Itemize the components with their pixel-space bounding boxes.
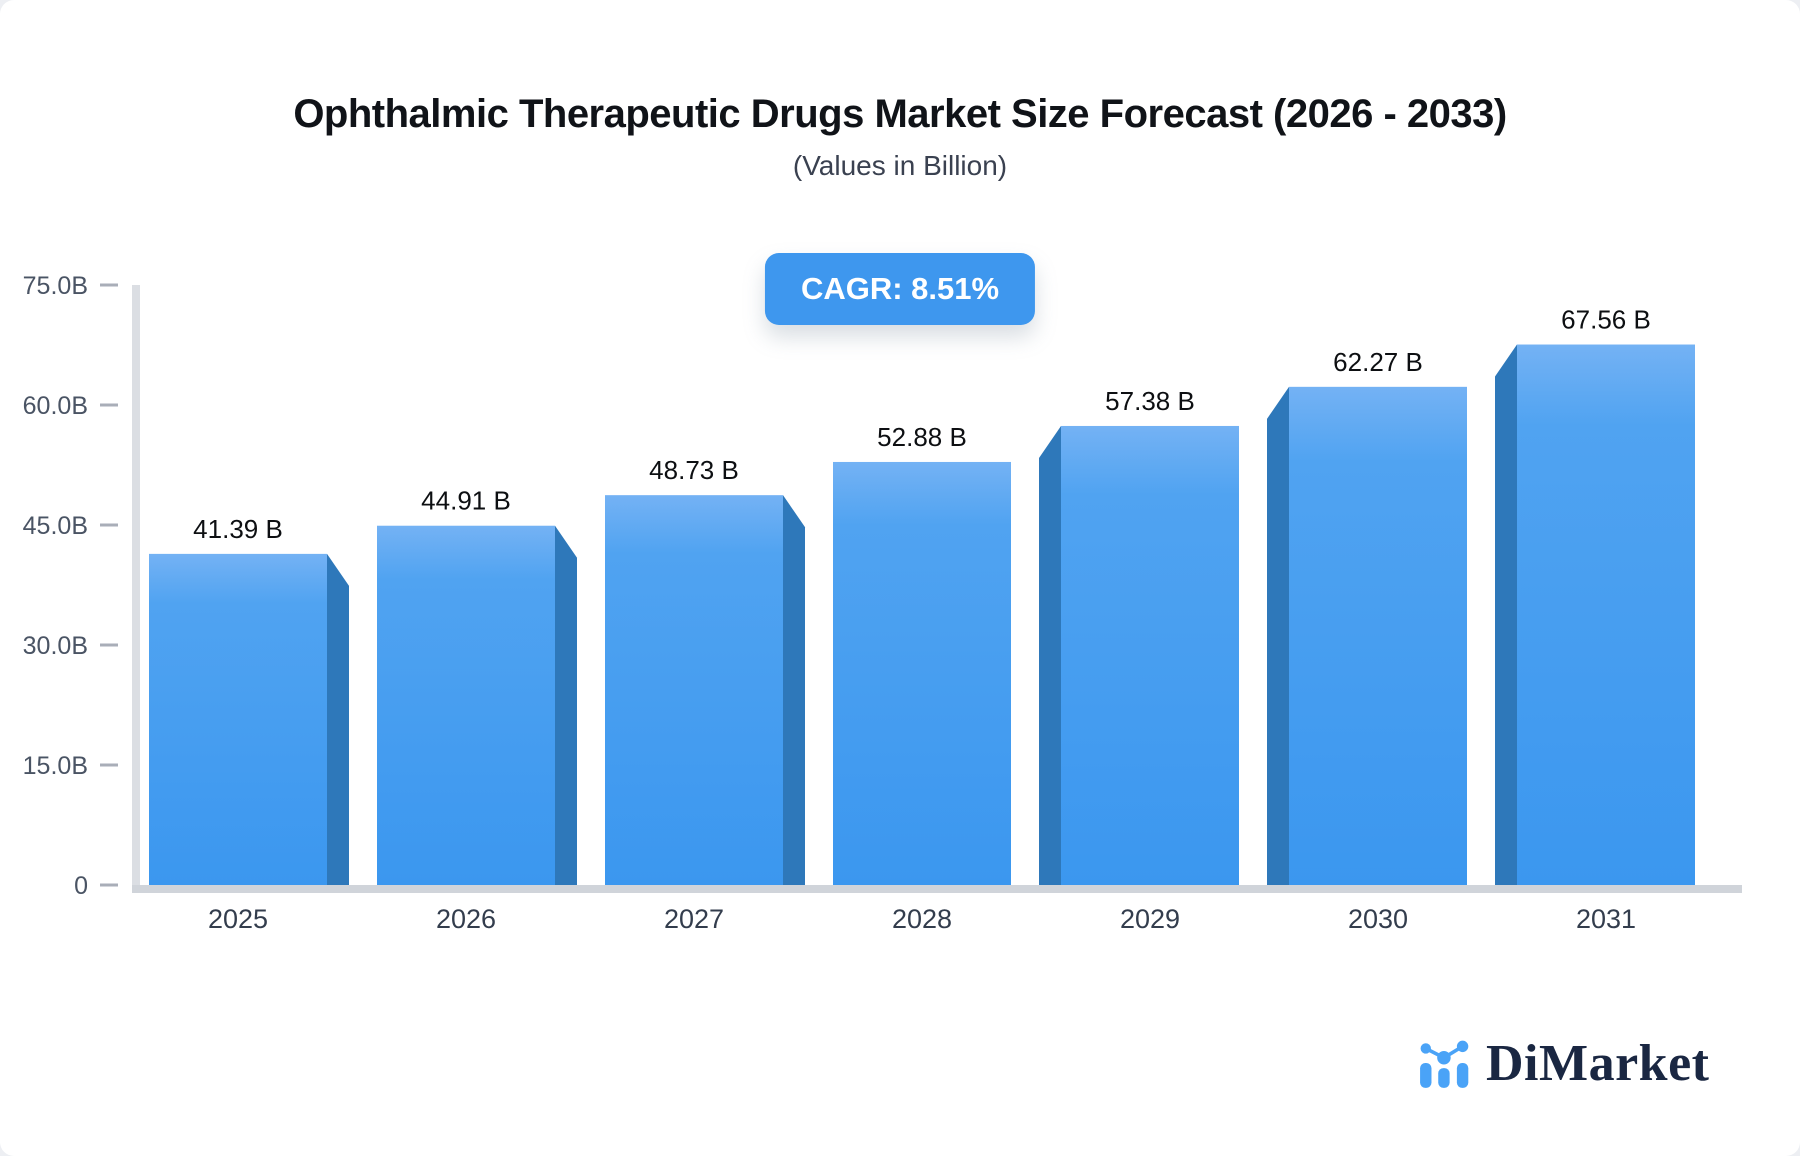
bar-2028 (833, 461, 1011, 885)
bar-value-label-2030: 62.27 B (1333, 347, 1423, 377)
bar-side-2029 (1039, 425, 1061, 885)
bar-2025 (149, 553, 327, 885)
bar-side-2031 (1495, 344, 1517, 885)
bar-value-label-2027: 48.73 B (649, 455, 739, 485)
x-axis-line (132, 885, 1742, 893)
bar-value-label-2026: 44.91 B (421, 486, 511, 516)
bar-value-label-2031: 67.56 B (1561, 305, 1651, 335)
x-axis-label-2027: 2027 (664, 904, 724, 934)
x-axis-label-2031: 2031 (1576, 904, 1636, 934)
bar-2029 (1061, 425, 1239, 885)
bar-2026 (377, 525, 555, 885)
dimarket-logo-icon (1420, 1040, 1469, 1088)
bar-value-label-2029: 57.38 B (1105, 386, 1195, 416)
logo-mini-bars (1420, 1062, 1469, 1088)
chart-title: Ophthalmic Therapeutic Drugs Market Size… (293, 92, 1507, 136)
x-axis-label-2029: 2029 (1120, 904, 1180, 934)
x-axis-label-2026: 2026 (436, 904, 496, 934)
bar-side-2027 (783, 495, 805, 885)
dimarket-logo: DiMarket (1418, 1038, 1709, 1090)
y-axis-tick-label: 45.0B (23, 512, 88, 540)
x-axis-label-2030: 2030 (1348, 904, 1408, 934)
x-axis-label-2025: 2025 (208, 904, 268, 934)
dimarket-logo-text: DiMarket (1486, 1035, 1710, 1092)
logo-zigzag-line (1420, 1040, 1469, 1065)
x-axis-label-2028: 2028 (892, 904, 952, 934)
y-axis-tick-label: 75.0B (23, 272, 88, 300)
y-axis-tick-label: 15.0B (23, 752, 88, 780)
bar-side-2025 (327, 553, 349, 885)
bar-side-2030 (1267, 386, 1289, 885)
y-axis-tick-label: 0 (74, 872, 88, 900)
cagr-badge: CAGR: 8.51% (764, 253, 1036, 325)
y-axis-tick-label: 30.0B (23, 632, 88, 660)
bar-side-2026 (555, 525, 577, 885)
bar-2030 (1289, 386, 1467, 885)
bar-2027 (605, 495, 783, 885)
y-axis-tick-label: 60.0B (23, 392, 88, 420)
bar-value-label-2028: 52.88 B (877, 422, 967, 452)
y-axis-line (132, 285, 140, 893)
bar-value-label-2025: 41.39 B (193, 514, 283, 544)
bar-2031 (1517, 344, 1695, 885)
chart-subtitle: (Values in Billion) (792, 150, 1008, 181)
